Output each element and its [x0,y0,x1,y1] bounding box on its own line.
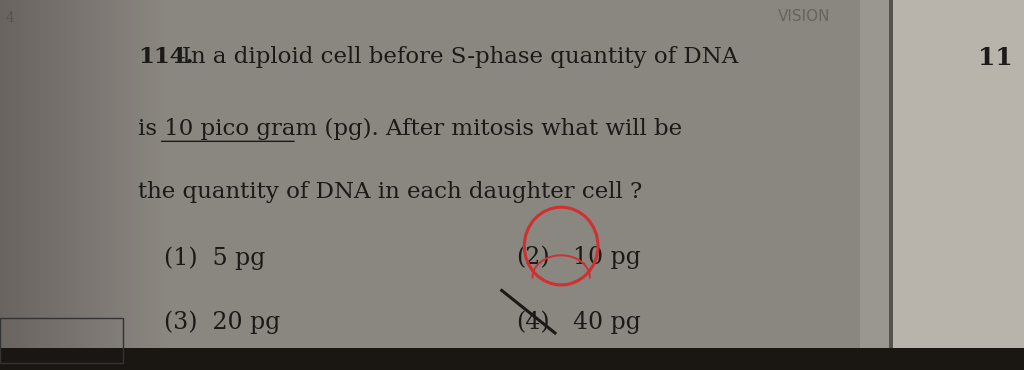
Bar [127,0,131,370]
Text: is 10 pico gram (pg). After mitosis what will be: is 10 pico gram (pg). After mitosis what… [138,118,682,141]
Bar [0,0,4,370]
Text: In a diploid cell before S-phase quantity of DNA: In a diploid cell before S-phase quantit… [182,46,738,68]
Text: the quantity of DNA in each daughter cell ?: the quantity of DNA in each daughter cel… [138,181,642,203]
Bar [0,348,1024,370]
Bar [139,0,143,370]
Bar [45,0,49,370]
Text: 40 pg: 40 pg [573,311,641,334]
Bar [152,0,156,370]
Bar [29,0,33,370]
Text: (2): (2) [516,246,549,269]
Bar [106,0,111,370]
Bar [78,0,82,370]
Bar [135,0,139,370]
Bar [37,0,41,370]
Bar [143,0,147,370]
Bar [53,0,57,370]
Bar [119,0,123,370]
Bar [12,0,16,370]
Bar [160,0,164,370]
Bar [860,0,942,370]
Bar [94,0,98,370]
Bar [20,0,25,370]
Text: 11: 11 [978,46,1013,70]
Bar [66,0,70,370]
Bar [115,0,119,370]
Bar [90,0,94,370]
Bar [61,0,66,370]
Text: (1)  5 pg: (1) 5 pg [164,246,265,270]
Bar [82,0,86,370]
Bar [889,0,893,370]
Bar [102,0,106,370]
Bar [25,0,29,370]
Text: 10 pg: 10 pg [573,246,641,269]
Bar [0,318,123,363]
Bar [111,0,115,370]
Bar [164,0,860,370]
Bar [33,0,37,370]
Bar [74,0,78,370]
Text: 114.: 114. [138,46,194,68]
Bar [891,0,1024,370]
Bar [131,0,135,370]
Bar [86,0,90,370]
Bar [8,0,12,370]
Bar [49,0,53,370]
Bar [16,0,20,370]
Text: 4: 4 [5,11,14,25]
Bar [4,0,8,370]
Bar [70,0,74,370]
Bar [41,0,45,370]
Text: (4): (4) [516,311,549,334]
Bar [98,0,102,370]
Text: VISION: VISION [778,9,830,24]
Bar [57,0,61,370]
Bar [123,0,127,370]
Bar [156,0,160,370]
Bar [147,0,152,370]
Text: (3)  20 pg: (3) 20 pg [164,311,281,334]
